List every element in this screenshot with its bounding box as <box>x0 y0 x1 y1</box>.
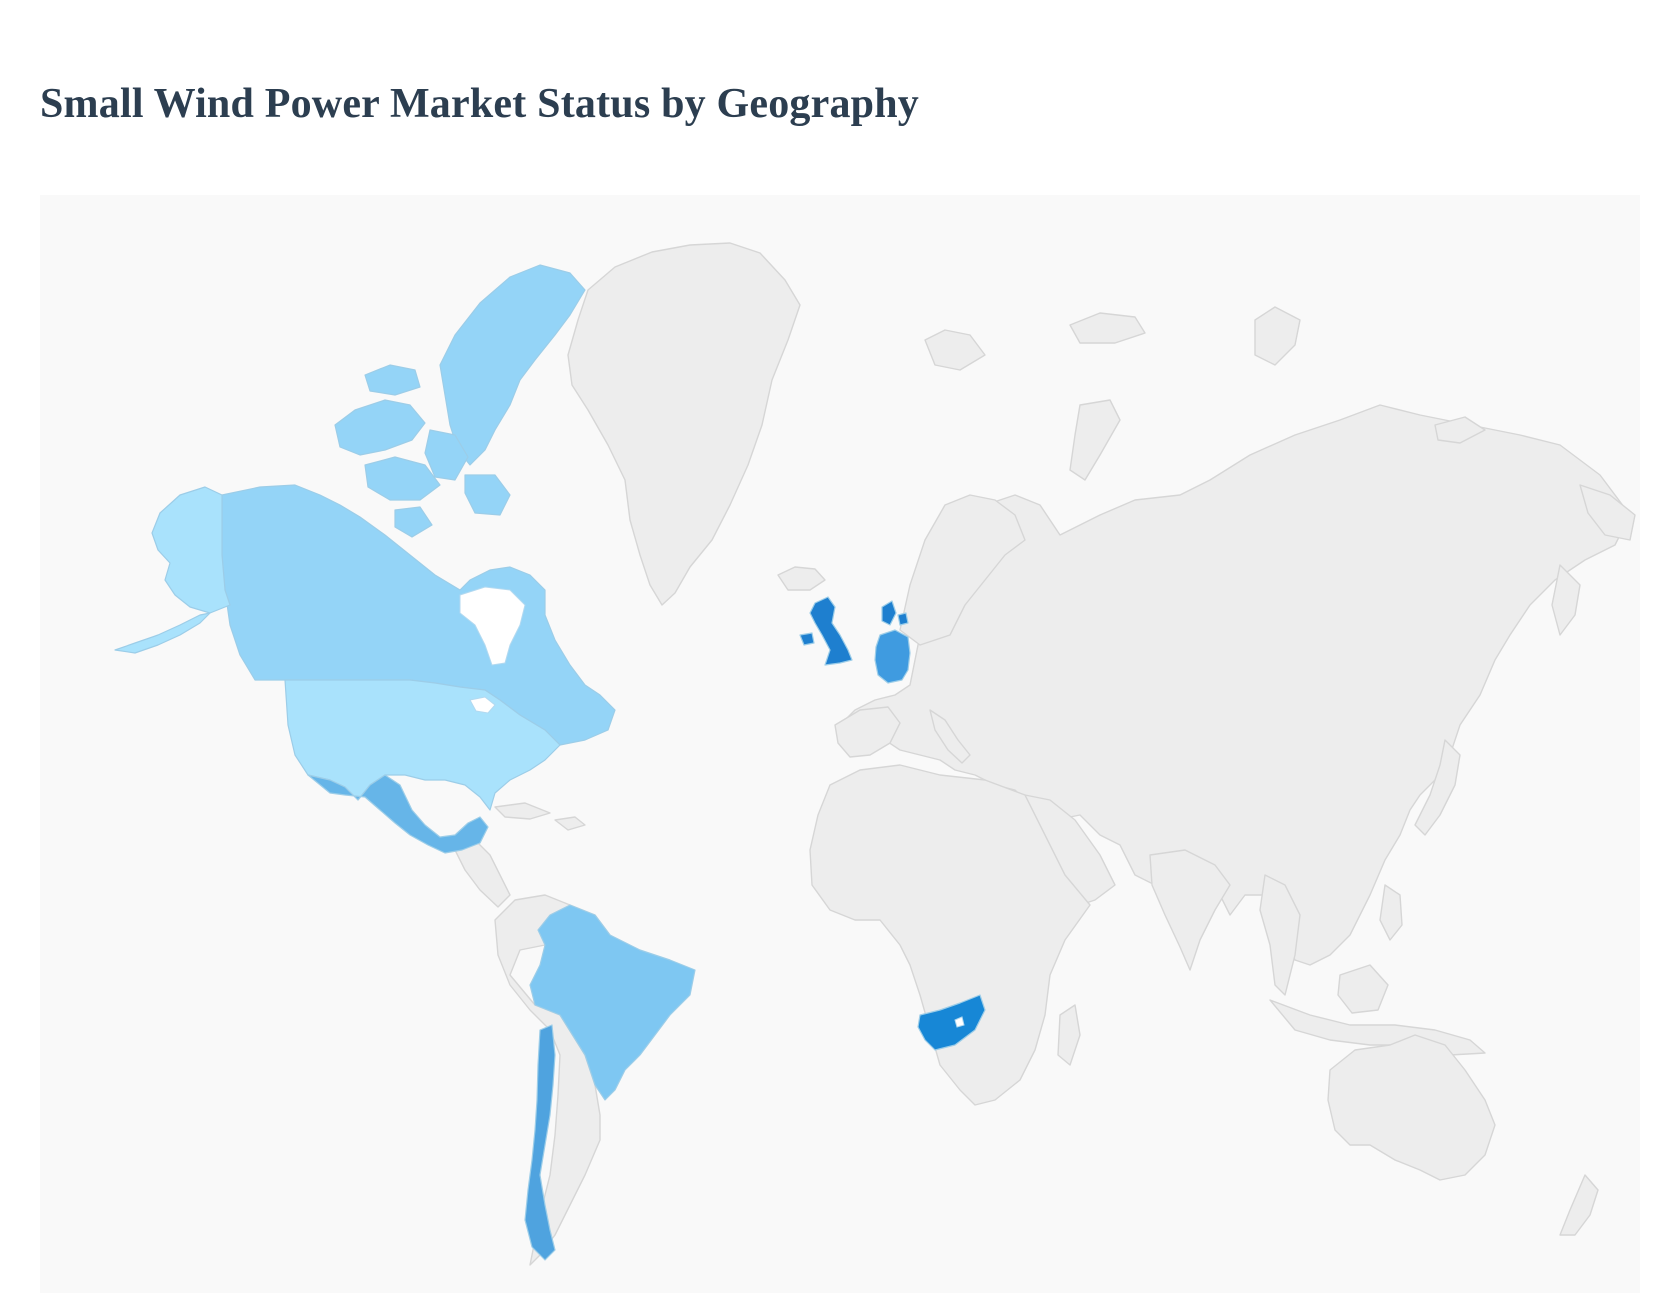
land-scandinavia <box>899 494 1026 646</box>
water-bodies <box>459 586 526 714</box>
land-japan <box>1414 739 1461 836</box>
region-canada-arctic-5[interactable] <box>464 474 511 516</box>
region-germany[interactable] <box>874 629 911 684</box>
region-canada-arctic-1[interactable] <box>334 399 426 456</box>
land-eurasia <box>844 404 1631 966</box>
land-new-siberian <box>1434 416 1486 444</box>
region-denmark-islands[interactable] <box>897 612 909 626</box>
page-title: Small Wind Power Market Status by Geogra… <box>40 81 919 127</box>
land-severnaya <box>1254 306 1301 366</box>
land-philippines <box>1379 884 1403 941</box>
land-borneo <box>1337 964 1389 1014</box>
land-italy <box>929 709 971 764</box>
no-data-land <box>454 242 1636 1266</box>
region-canada-arctic-4[interactable] <box>364 364 421 396</box>
region-canada-arctic-3[interactable] <box>424 429 469 481</box>
region-south-africa[interactable] <box>917 994 986 1051</box>
land-new-zealand <box>1559 1174 1599 1236</box>
hudson-bay <box>459 586 526 666</box>
land-central-america <box>454 834 511 908</box>
lesotho <box>954 1016 965 1028</box>
region-canada-arctic-6[interactable] <box>394 506 433 538</box>
region-brazil[interactable] <box>529 904 696 1101</box>
land-australia <box>1327 1034 1496 1181</box>
region-alaska-aleutians[interactable] <box>114 612 211 654</box>
region-chile[interactable] <box>524 1024 556 1261</box>
world-map[interactable] <box>40 195 1640 1293</box>
land-chukotka <box>1579 484 1636 541</box>
land-kamchatka <box>1551 564 1581 636</box>
land-africa <box>809 764 1091 1106</box>
land-franz-josef <box>1069 312 1146 344</box>
land-hispaniola <box>554 816 586 831</box>
land-novaya-zemlya <box>1069 399 1121 481</box>
region-canada-arctic-2[interactable] <box>364 456 441 501</box>
region-northern-ireland[interactable] <box>799 632 815 646</box>
region-mexico[interactable] <box>307 774 489 854</box>
land-iberia <box>834 706 901 758</box>
world-map-svg <box>114 242 1636 1266</box>
land-greenland <box>567 242 801 606</box>
land-se-asia <box>1259 874 1301 996</box>
region-canada-baffin[interactable] <box>439 264 586 466</box>
land-cuba <box>494 802 551 820</box>
land-india <box>1149 849 1231 971</box>
land-madagascar <box>1057 1004 1081 1066</box>
region-denmark[interactable] <box>881 600 897 626</box>
great-lakes <box>469 696 496 714</box>
region-alaska[interactable] <box>151 486 231 614</box>
land-svalbard <box>924 329 986 371</box>
land-iceland <box>777 566 826 591</box>
region-united-kingdom[interactable] <box>809 596 853 666</box>
highlighted-countries[interactable] <box>114 264 986 1261</box>
